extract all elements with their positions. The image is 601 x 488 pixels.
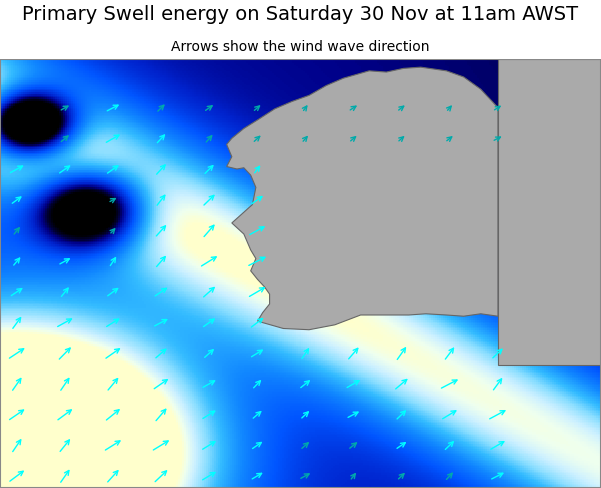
Polygon shape [498,59,601,366]
Polygon shape [227,67,498,330]
Polygon shape [0,0,601,59]
Text: Arrows show the wind wave direction: Arrows show the wind wave direction [171,40,430,54]
Text: Primary Swell energy on Saturday 30 Nov at 11am AWST: Primary Swell energy on Saturday 30 Nov … [22,5,579,24]
